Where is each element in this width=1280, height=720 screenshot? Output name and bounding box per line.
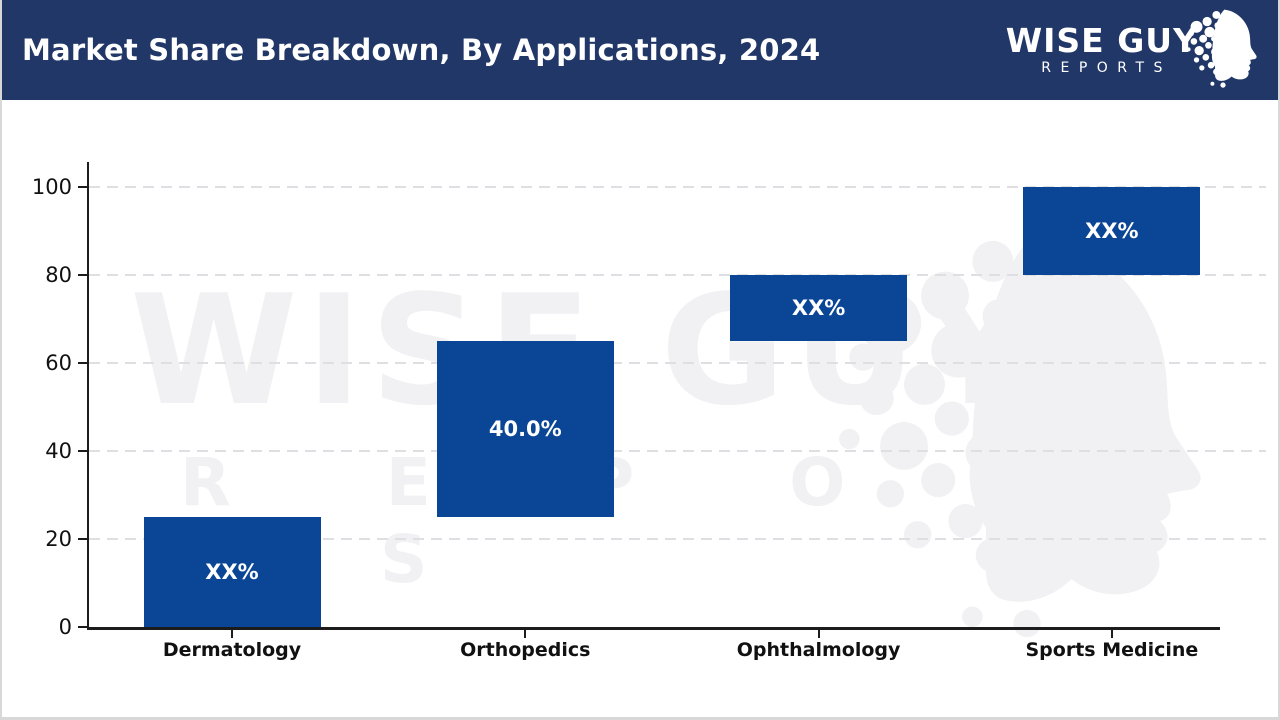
category-label-sports-medicine: Sports Medicine (1025, 639, 1199, 661)
y-axis-tick-label: 40 (45, 439, 72, 463)
logo-subtitle: REPORTS (1041, 59, 1172, 76)
bar-orthopedics: 40.0% (436, 341, 614, 517)
x-axis-tick (817, 629, 820, 638)
chart-section: WISE GUY R E P O R T S 0 20 40 60 80 100 XX% De… (2, 100, 1280, 717)
gridline (89, 362, 1266, 364)
wise-guy-reports-logo: WISE GUY REPORTS (1006, 7, 1264, 93)
y-axis-line (87, 162, 89, 629)
y-axis-tick (78, 626, 87, 628)
x-axis-tick (231, 629, 233, 638)
header-bar: Market Share Breakdown, By Applications,… (2, 0, 1278, 100)
y-axis-tick-label: 20 (45, 527, 72, 551)
plot-area: 0 20 40 60 80 100 XX% Dermatology 40.0% Orthopedi… (2, 100, 1280, 717)
x-axis-tick (524, 629, 527, 638)
bar-value-label: 40.0% (488, 417, 562, 441)
bar-ophthalmology: XX% (730, 275, 908, 341)
y-axis-tick-label: 0 (58, 615, 72, 639)
bar-dermatology: XX% (143, 517, 321, 627)
gridline (89, 274, 1266, 276)
y-axis-tick-label: 80 (45, 263, 72, 287)
category-label-orthopedics: Orthopedics (460, 639, 591, 661)
page-title: Market Share Breakdown, By Applications,… (22, 33, 821, 67)
y-axis-tick (78, 450, 87, 452)
gridline (89, 186, 1266, 188)
y-axis-tick (78, 274, 87, 276)
dotted-head-icon (1186, 9, 1257, 88)
bar-value-label: XX% (205, 560, 259, 584)
x-axis-line (87, 627, 1220, 630)
bar-value-label: XX% (791, 296, 846, 320)
y-axis-tick-label: 100 (31, 175, 72, 199)
bar-value-label: XX% (1085, 219, 1139, 243)
x-axis-tick (1110, 629, 1113, 638)
gridline (89, 450, 1266, 452)
gridline (89, 538, 1266, 540)
category-label-dermatology: Dermatology (162, 639, 302, 661)
y-axis-tick (78, 186, 87, 188)
bar-sports-medicine: XX% (1023, 187, 1201, 275)
logo-text: WISE GUY REPORTS (1006, 24, 1198, 76)
y-axis-tick (78, 538, 87, 540)
y-axis-tick-label: 60 (45, 351, 72, 375)
logo-wordmark: WISE GUY (1005, 21, 1198, 61)
y-axis-tick (78, 362, 87, 364)
category-label-ophthalmology: Ophthalmology (736, 639, 901, 661)
